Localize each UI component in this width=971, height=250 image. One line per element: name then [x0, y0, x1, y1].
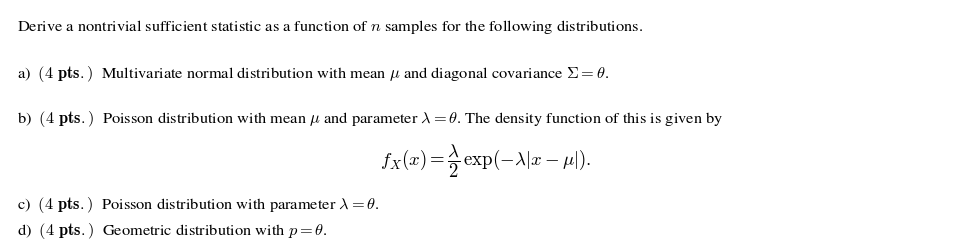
Text: d)  $(\mathbf{4\ pts.})$  Geometric distribution with $p = \theta$.: d) $(\mathbf{4\ pts.})$ Geometric distri… [17, 221, 328, 241]
Text: a)  $(\mathbf{4\ pts.})$  Multivariate normal distribution with mean $\mu$ and d: a) $(\mathbf{4\ pts.})$ Multivariate nor… [17, 64, 610, 84]
Text: c)  $(\mathbf{4\ pts.})$  Poisson distribution with parameter $\lambda = \theta$: c) $(\mathbf{4\ pts.})$ Poisson distribu… [17, 195, 380, 215]
Text: b)  $(\mathbf{4\ pts.})$  Poisson distribution with mean $\mu$ and parameter $\l: b) $(\mathbf{4\ pts.})$ Poisson distribu… [17, 109, 723, 129]
Text: $f_X(x) = \dfrac{\lambda}{2}\,\exp(-\lambda|x - \mu|).$: $f_X(x) = \dfrac{\lambda}{2}\,\exp(-\lam… [380, 142, 591, 180]
Text: e)  $(\mathbf{4\ pts.})$  Uniform distribution taking values in $[\theta, \theta: e) $(\mathbf{4\ pts.})$ Uniform distribu… [17, 248, 413, 250]
Text: Derive a nontrivial sufficient statistic as a function of $n$ samples for the fo: Derive a nontrivial sufficient statistic… [17, 18, 644, 36]
